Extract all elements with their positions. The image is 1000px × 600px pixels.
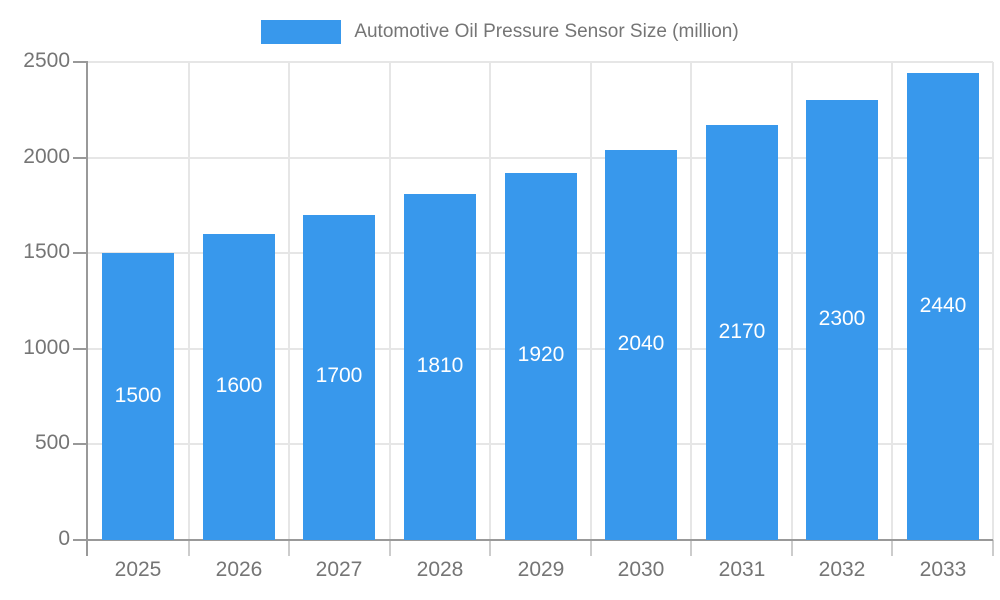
x-axis-tick: [791, 540, 793, 556]
x-axis-tick: [992, 540, 994, 556]
x-axis-label: 2030: [617, 558, 665, 581]
bar[interactable]: [303, 215, 375, 540]
gridline-vertical: [690, 62, 692, 540]
gridline-vertical: [590, 62, 592, 540]
gridline-vertical: [389, 62, 391, 540]
y-axis-tick: [73, 157, 88, 159]
x-axis-label: 2028: [416, 558, 464, 581]
x-axis-label: 2029: [517, 558, 565, 581]
x-axis-tick: [590, 540, 592, 556]
bar-value-label: 2170: [718, 320, 766, 343]
y-axis-label: 1500: [23, 240, 70, 263]
x-axis-tick: [389, 540, 391, 556]
bar[interactable]: [203, 234, 275, 540]
legend-swatch-icon: [261, 20, 342, 44]
x-axis-label: 2026: [215, 558, 263, 581]
y-axis-label: 2000: [23, 145, 70, 168]
x-axis-label: 2032: [818, 558, 866, 581]
gridline-horizontal: [88, 157, 993, 159]
x-axis-tick: [891, 540, 893, 556]
x-axis-label: 2033: [919, 558, 967, 581]
bar[interactable]: [907, 73, 979, 540]
x-axis-tick: [288, 540, 290, 556]
y-axis-tick: [73, 539, 88, 541]
gridline-vertical: [992, 62, 994, 540]
y-axis-tick: [73, 443, 88, 445]
bar-value-label: 1920: [517, 343, 565, 366]
y-axis-tick: [73, 252, 88, 254]
bar-value-label: 2440: [919, 294, 967, 317]
y-axis-label: 500: [34, 431, 70, 454]
x-axis-label: 2027: [315, 558, 363, 581]
x-axis-tick: [690, 540, 692, 556]
bar[interactable]: [102, 253, 174, 540]
x-axis-label: 2031: [718, 558, 766, 581]
gridline-vertical: [891, 62, 893, 540]
y-axis-label: 1000: [23, 336, 70, 359]
y-axis-line: [86, 62, 88, 556]
bar-value-label: 1810: [416, 354, 464, 377]
bar-value-label: 2300: [818, 307, 866, 330]
y-axis-label: 0: [58, 527, 70, 550]
gridline-vertical: [188, 62, 190, 540]
x-axis-label: 2025: [114, 558, 162, 581]
bar[interactable]: [505, 173, 577, 540]
gridline-vertical: [288, 62, 290, 540]
legend-label: Automotive Oil Pressure Sensor Size (mil…: [354, 21, 739, 42]
x-axis-line: [86, 539, 993, 541]
gridline-horizontal: [88, 61, 993, 63]
bar-value-label: 2040: [617, 332, 665, 355]
bar[interactable]: [404, 194, 476, 540]
bar-value-label: 1700: [315, 364, 363, 387]
gridline-vertical: [791, 62, 793, 540]
y-axis-tick: [73, 348, 88, 350]
x-axis-tick: [188, 540, 190, 556]
bar[interactable]: [806, 100, 878, 540]
gridline-vertical: [489, 62, 491, 540]
legend[interactable]: Automotive Oil Pressure Sensor Size (mil…: [0, 20, 1000, 44]
bar[interactable]: [605, 150, 677, 540]
bar[interactable]: [706, 125, 778, 540]
x-axis-tick: [489, 540, 491, 556]
y-axis-label: 2500: [23, 49, 70, 72]
y-axis-tick: [73, 61, 88, 63]
bar-value-label: 1600: [215, 374, 263, 397]
bar-value-label: 1500: [114, 384, 162, 407]
